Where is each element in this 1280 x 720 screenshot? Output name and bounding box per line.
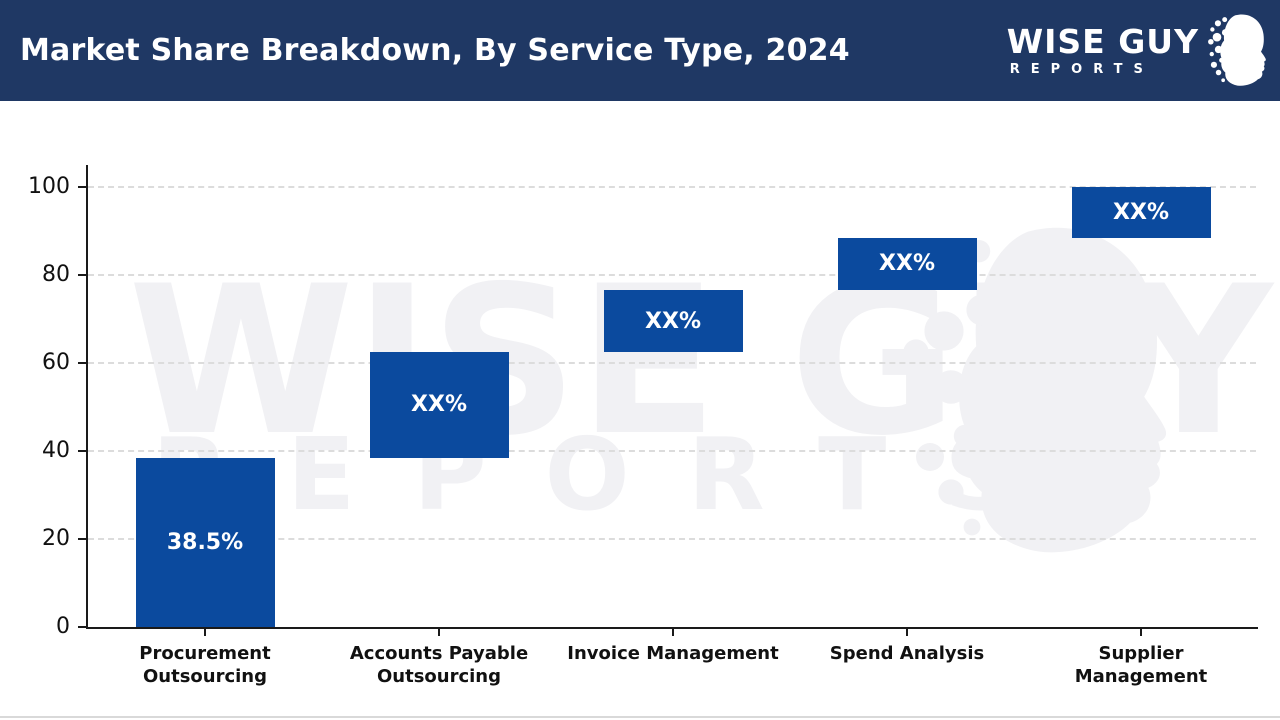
brand-subtitle: REPORTS bbox=[1009, 61, 1154, 77]
bottom-divider bbox=[0, 716, 1280, 718]
watermark-subtitle-text: REPORTS bbox=[152, 416, 1075, 533]
x-axis-label-line: Supplier bbox=[1098, 643, 1184, 664]
brand-logo-text: WISE GUY REPORTS bbox=[1006, 21, 1199, 77]
brand-face-icon bbox=[1208, 13, 1266, 86]
y-tick-label: 20 bbox=[42, 526, 70, 551]
y-tick-label: 80 bbox=[42, 262, 70, 287]
bar-value-label: XX% bbox=[411, 392, 467, 418]
x-tick bbox=[1140, 627, 1142, 636]
x-axis-label-line: Outsourcing bbox=[376, 666, 502, 687]
gridline bbox=[88, 450, 1256, 452]
x-axis-label-line: Management bbox=[1074, 666, 1208, 687]
brand-logo: WISE GUY REPORTS bbox=[1007, 11, 1270, 91]
y-tick bbox=[78, 362, 88, 364]
watermark-face-icon bbox=[903, 227, 1167, 553]
gridline bbox=[88, 186, 1256, 188]
y-tick-label: 60 bbox=[42, 350, 70, 375]
x-tick bbox=[204, 627, 206, 636]
bar-segment: 38.5% bbox=[135, 457, 275, 627]
x-axis-label-line: Outsourcing bbox=[142, 666, 268, 687]
x-axis-label-line: Accounts Payable bbox=[349, 643, 529, 664]
gridline bbox=[88, 274, 1256, 276]
y-tick-label: 0 bbox=[56, 614, 70, 639]
x-axis-label-line: Invoice Management bbox=[567, 643, 779, 664]
bar-value-label: XX% bbox=[879, 251, 935, 277]
y-tick-label: 40 bbox=[42, 438, 70, 463]
x-tick bbox=[906, 627, 908, 636]
y-tick-label: 100 bbox=[28, 174, 70, 199]
bar-value-label: XX% bbox=[645, 308, 701, 334]
gridline bbox=[88, 362, 1256, 364]
y-tick bbox=[78, 626, 88, 628]
bar-value-label: XX% bbox=[1113, 199, 1169, 225]
x-tick bbox=[438, 627, 440, 636]
x-tick bbox=[672, 627, 674, 636]
bar-segment: XX% bbox=[837, 237, 977, 291]
y-tick bbox=[78, 538, 88, 540]
x-axis-label: Procurement Outsourcing bbox=[139, 642, 270, 688]
x-axis-label: Spend Analysis bbox=[830, 642, 984, 665]
x-axis-label: Invoice Management bbox=[567, 642, 778, 665]
y-axis-line bbox=[86, 165, 88, 629]
bar-value-label: 38.5% bbox=[166, 529, 244, 555]
y-tick bbox=[78, 186, 88, 188]
x-axis-label-line: Spend Analysis bbox=[829, 643, 985, 664]
x-axis-label-line: Procurement bbox=[139, 643, 271, 664]
brand-name: WISE GUY bbox=[1006, 21, 1199, 61]
header: Market Share Breakdown, By Service Type,… bbox=[0, 0, 1280, 101]
gridline bbox=[88, 538, 1256, 540]
x-axis-label: Accounts Payable Outsourcing bbox=[350, 642, 528, 688]
bar-segment: XX% bbox=[369, 352, 509, 458]
bar-segment: XX% bbox=[1071, 187, 1211, 238]
page-title: Market Share Breakdown, By Service Type,… bbox=[20, 33, 850, 68]
bar-segment: XX% bbox=[603, 290, 743, 352]
bar-chart-plot: 0 20 40 60 80 100 38.5% Procurement Outsourcing X… bbox=[28, 165, 1258, 687]
x-axis-label: Supplier Management bbox=[1075, 642, 1208, 688]
y-tick bbox=[78, 450, 88, 452]
y-tick bbox=[78, 274, 88, 276]
